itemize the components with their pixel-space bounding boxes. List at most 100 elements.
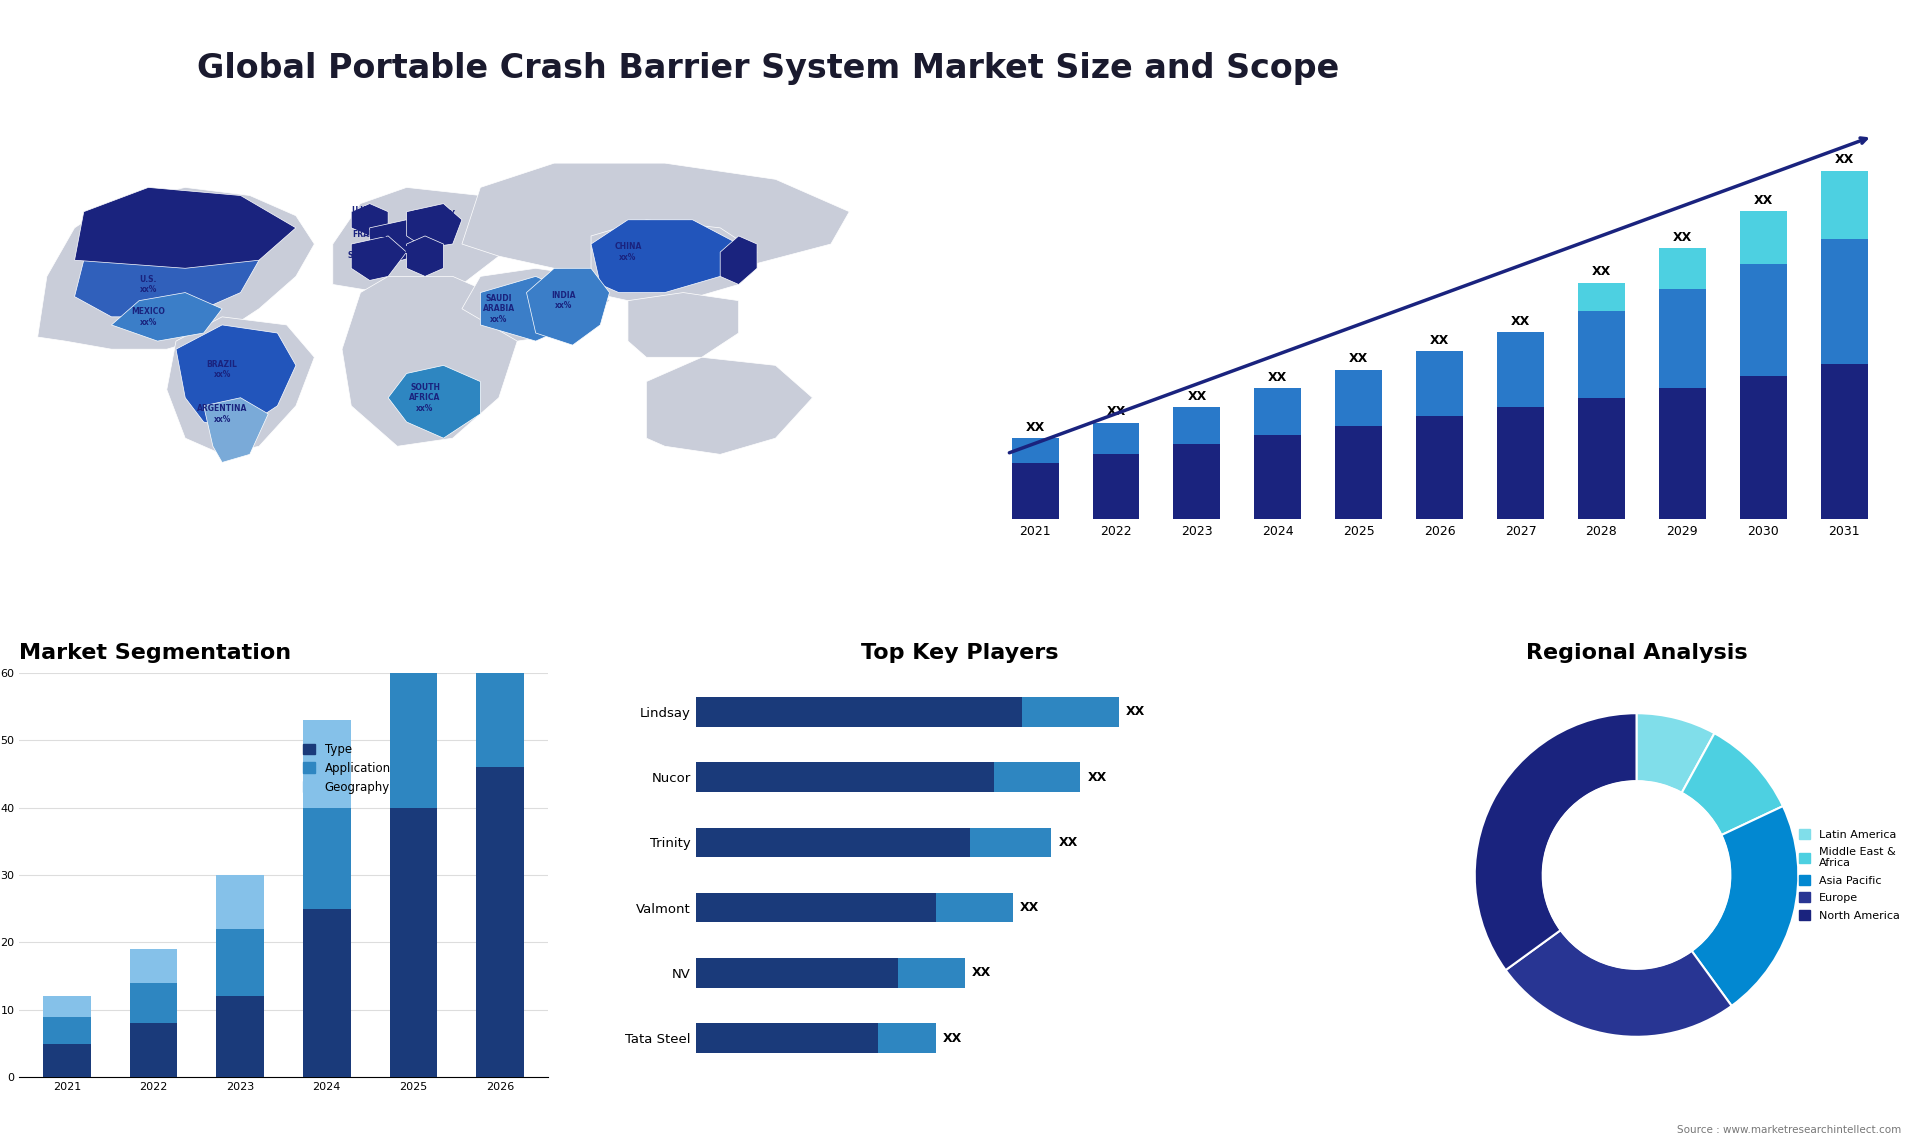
Bar [1659, 388, 1705, 519]
Polygon shape [628, 292, 739, 358]
Polygon shape [351, 204, 388, 236]
Text: XX: XX [1269, 371, 1288, 384]
Title: Top Key Players: Top Key Players [862, 643, 1058, 662]
Bar [1659, 289, 1705, 388]
Polygon shape [111, 292, 223, 342]
Text: XX: XX [1187, 390, 1206, 402]
Text: XX: XX [1834, 154, 1855, 166]
Bar [476, 248, 524, 464]
Bar [695, 762, 995, 792]
Bar [1740, 376, 1788, 519]
Polygon shape [75, 236, 259, 316]
Bar [995, 762, 1081, 792]
Bar [476, 464, 524, 767]
Text: Global Portable Crash Barrier System Market Size and Scope: Global Portable Crash Barrier System Mar… [198, 52, 1338, 85]
Bar [970, 827, 1052, 857]
Polygon shape [342, 276, 516, 446]
Bar [695, 1023, 877, 1053]
Wedge shape [1505, 931, 1732, 1037]
Polygon shape [407, 236, 444, 276]
Bar [1334, 370, 1382, 425]
Bar [1417, 416, 1463, 519]
Polygon shape [463, 268, 609, 342]
Bar [390, 471, 438, 605]
Bar [1417, 351, 1463, 416]
Text: XX: XX [1511, 315, 1530, 328]
Bar [1820, 240, 1868, 363]
Polygon shape [332, 188, 516, 297]
Bar [44, 996, 90, 1017]
Bar [935, 893, 1014, 923]
Bar [1023, 697, 1119, 727]
Text: XX: XX [1592, 265, 1611, 278]
Bar [1092, 454, 1139, 519]
Legend: Latin America, Middle East &
Africa, Asia Pacific, Europe, North America: Latin America, Middle East & Africa, Asi… [1795, 826, 1903, 924]
Text: BRAZIL
xx%: BRAZIL xx% [207, 360, 238, 379]
Bar [131, 983, 177, 1023]
Polygon shape [351, 236, 407, 281]
Text: Market Segmentation: Market Segmentation [19, 643, 292, 662]
Wedge shape [1682, 733, 1784, 835]
Text: XX: XX [1106, 406, 1125, 418]
Bar [1173, 407, 1221, 445]
Wedge shape [1475, 713, 1636, 971]
Bar [1740, 264, 1788, 376]
Text: XX: XX [1025, 421, 1044, 434]
Polygon shape [480, 276, 572, 342]
Text: XX: XX [1058, 835, 1077, 849]
Bar [44, 1044, 90, 1077]
Text: Source : www.marketresearchintellect.com: Source : www.marketresearchintellect.com [1676, 1124, 1901, 1135]
Title: Regional Analysis: Regional Analysis [1526, 643, 1747, 662]
Wedge shape [1636, 713, 1715, 793]
Text: XX: XX [1350, 352, 1369, 366]
Text: XX: XX [1125, 706, 1144, 719]
Polygon shape [526, 268, 609, 345]
Bar [1578, 283, 1624, 311]
Text: XX: XX [972, 966, 991, 980]
Bar [303, 808, 351, 909]
Bar [695, 827, 970, 857]
Text: XX: XX [1753, 194, 1772, 206]
Bar [390, 605, 438, 808]
Text: U.K.
xx%: U.K. xx% [351, 206, 369, 226]
Circle shape [1542, 782, 1730, 968]
Bar [1820, 171, 1868, 240]
Polygon shape [591, 220, 756, 300]
Bar [695, 893, 935, 923]
Polygon shape [204, 398, 269, 463]
Bar [131, 1023, 177, 1077]
Wedge shape [1692, 806, 1799, 1006]
Bar [695, 958, 897, 988]
Bar [695, 697, 1023, 727]
Bar [217, 876, 263, 929]
Bar [1173, 445, 1221, 519]
Polygon shape [647, 358, 812, 454]
Text: CHINA
xx%: CHINA xx% [614, 243, 641, 261]
Legend: Type, Application, Geography: Type, Application, Geography [300, 739, 394, 798]
Text: XX: XX [1087, 770, 1106, 784]
Text: ARGENTINA
xx%: ARGENTINA xx% [198, 405, 248, 424]
Bar [1659, 249, 1705, 289]
Text: INDIA
xx%: INDIA xx% [551, 291, 576, 311]
Polygon shape [407, 204, 463, 248]
Text: XX: XX [1430, 333, 1450, 347]
Text: XX: XX [943, 1031, 962, 1045]
Bar [1740, 211, 1788, 264]
Polygon shape [720, 236, 756, 284]
Text: XX: XX [1672, 231, 1692, 244]
Text: ITALY
xx%: ITALY xx% [405, 246, 426, 266]
Polygon shape [463, 163, 849, 276]
Bar [1254, 435, 1302, 519]
Text: SOUTH
AFRICA
xx%: SOUTH AFRICA xx% [409, 383, 442, 413]
Bar [1820, 363, 1868, 519]
Bar [1334, 425, 1382, 519]
Bar [1012, 463, 1058, 519]
Bar [1578, 398, 1624, 519]
Text: CANADA
xx%: CANADA xx% [140, 214, 175, 234]
Bar [390, 808, 438, 1077]
Text: MEXICO
xx%: MEXICO xx% [131, 307, 165, 327]
Bar [1498, 407, 1544, 519]
Text: U.S.
xx%: U.S. xx% [140, 275, 157, 295]
Text: SPAIN
xx%: SPAIN xx% [348, 251, 372, 270]
Bar [1092, 423, 1139, 454]
